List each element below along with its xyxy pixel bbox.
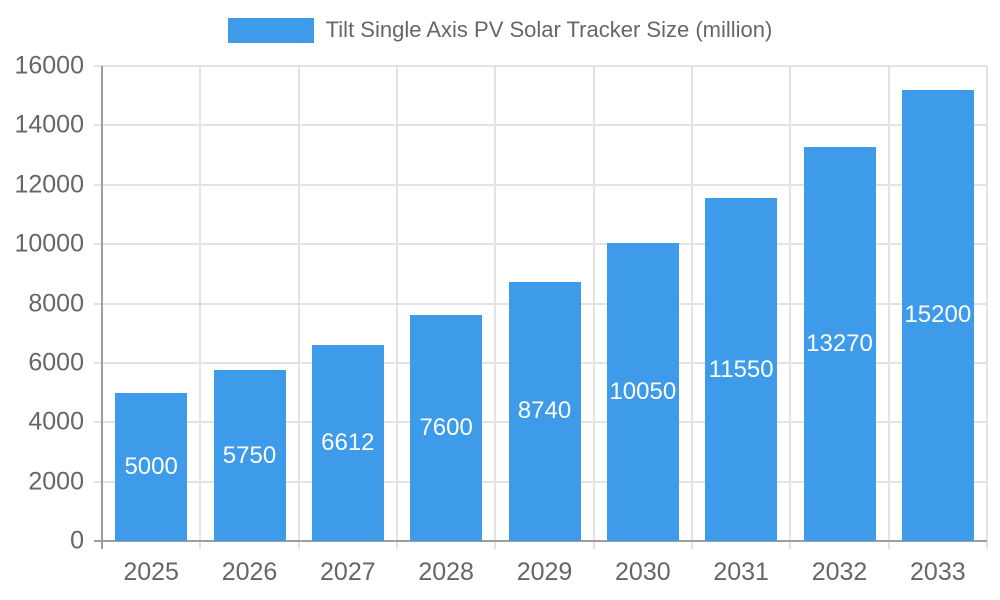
bar-value-label: 5000 — [124, 452, 178, 480]
bar — [115, 392, 188, 541]
x-axis-line — [94, 540, 987, 542]
gridline-v — [494, 66, 497, 549]
bar — [311, 344, 384, 541]
x-tick-label: 2028 — [418, 558, 474, 586]
gridline-v — [691, 66, 693, 549]
x-tick-label: 2030 — [615, 558, 671, 586]
bar — [508, 281, 581, 541]
bar-value-label: 15200 — [904, 301, 972, 329]
x-tick-label: 2026 — [221, 558, 278, 586]
y-tick-label: 2000 — [28, 467, 84, 496]
gridline-v — [887, 66, 890, 549]
bar-value-label: 11550 — [708, 355, 774, 383]
y-tick-label: 8000 — [28, 289, 84, 317]
gridline-v — [199, 66, 202, 549]
x-tick-label: 2033 — [910, 558, 966, 586]
gridline-v — [986, 66, 988, 549]
gridline-h — [94, 243, 987, 246]
bar — [901, 89, 974, 541]
y-tick-label: 4000 — [28, 407, 84, 436]
y-tick-label: 16000 — [14, 51, 84, 80]
y-tick-label: 12000 — [14, 170, 84, 199]
bar-value-label: 13270 — [806, 330, 873, 358]
y-tick-label: 10000 — [14, 229, 84, 258]
bar-value-label: 6612 — [321, 428, 375, 456]
bar-value-label: 10050 — [609, 377, 677, 405]
y-tick-label: 14000 — [14, 110, 84, 139]
y-axis-line — [101, 66, 103, 549]
bar-value-label: 8740 — [517, 397, 572, 425]
y-tick-label: 0 — [70, 526, 84, 555]
gridline-v — [396, 66, 398, 549]
bar — [410, 315, 483, 541]
gridline-h — [94, 183, 987, 186]
bar — [213, 370, 286, 541]
x-tick-label: 2032 — [811, 558, 868, 586]
x-tick-label: 2029 — [516, 558, 573, 586]
y-tick-label: 6000 — [28, 348, 84, 377]
legend: Tilt Single Axis PV Solar Tracker Size (… — [0, 17, 1000, 43]
bar — [803, 147, 876, 541]
bar-value-label: 5750 — [222, 441, 277, 469]
gridline-h — [94, 124, 987, 127]
x-tick-label: 2031 — [713, 558, 769, 586]
bar-value-label: 7600 — [419, 414, 473, 442]
legend-swatch — [227, 17, 314, 43]
bar — [606, 242, 679, 541]
x-tick-label: 2027 — [320, 558, 376, 586]
x-tick-label: 2025 — [123, 558, 179, 586]
gridline-v — [297, 66, 300, 549]
bar — [705, 198, 778, 541]
legend-label: Tilt Single Axis PV Solar Tracker Size (… — [325, 17, 773, 42]
gridline-v — [789, 66, 792, 549]
gridline-v — [592, 66, 595, 549]
gridline-h — [94, 65, 987, 67]
